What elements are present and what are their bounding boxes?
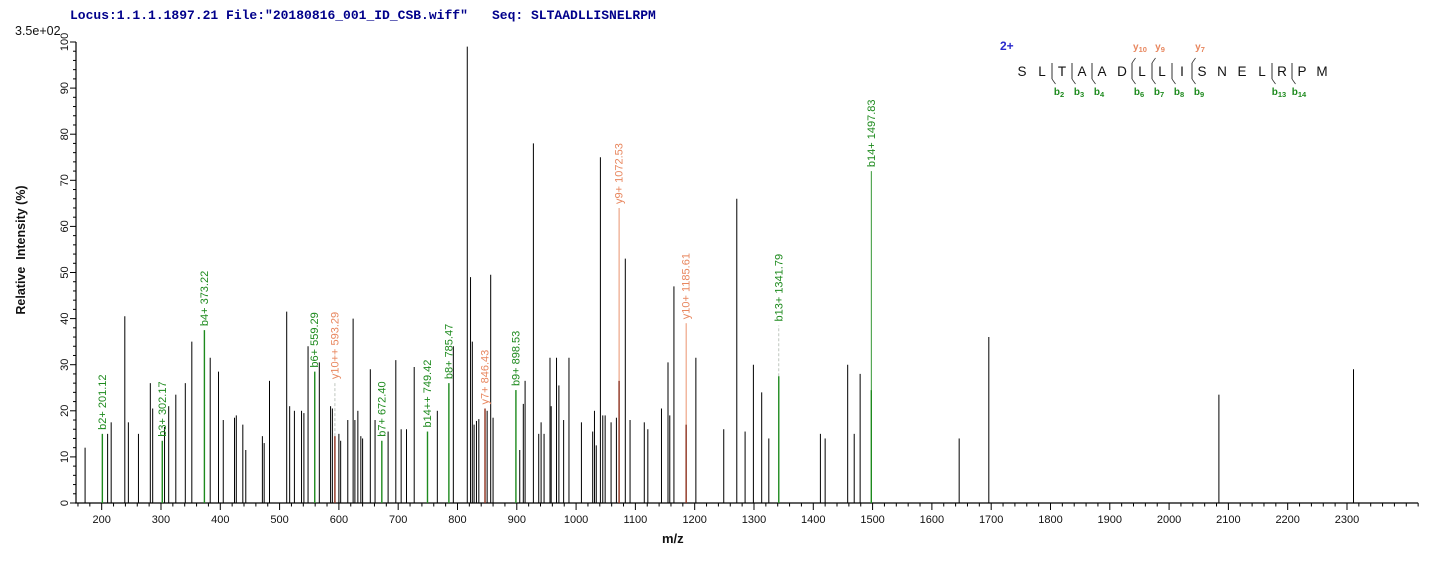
fragment-ion-marker: y7 bbox=[1195, 42, 1205, 54]
y-tick-label: 50 bbox=[59, 266, 71, 278]
x-tick-label: 1700 bbox=[979, 514, 1003, 526]
sequence-residue: L bbox=[1138, 64, 1146, 79]
x-tick-label: 500 bbox=[270, 514, 288, 526]
intensity-scale-note: 3.5e+02 bbox=[15, 24, 61, 38]
ion-peak-label: y7+ 846.43 bbox=[480, 350, 492, 405]
sequence-residue: L bbox=[1258, 64, 1266, 79]
x-axis-title: m/z bbox=[662, 531, 684, 546]
y-tick-label: 70 bbox=[59, 174, 71, 186]
sequence-residue: R bbox=[1277, 64, 1287, 79]
b-ion-hook bbox=[1171, 78, 1176, 85]
x-tick-label: 1800 bbox=[1038, 514, 1062, 526]
x-tick-label: 2000 bbox=[1157, 514, 1181, 526]
fragment-ion-marker: b6 bbox=[1134, 87, 1144, 99]
y-tick-label: 40 bbox=[59, 312, 71, 324]
b-ion-hook bbox=[1291, 78, 1296, 85]
fragment-ion-marker: b4 bbox=[1094, 87, 1105, 99]
ion-peak-label: b4+ 373.22 bbox=[199, 271, 211, 326]
y-tick-label: 20 bbox=[59, 405, 71, 417]
sequence-residue: L bbox=[1038, 64, 1046, 79]
b-ion-hook bbox=[1091, 78, 1096, 85]
fragment-ion-marker: b7 bbox=[1154, 87, 1164, 99]
fragment-ion-marker: b3 bbox=[1074, 87, 1084, 99]
sequence-residue: S bbox=[1017, 64, 1026, 79]
locus-file-header: Locus:1.1.1.1897.21 File:"20180816_001_I… bbox=[70, 8, 468, 23]
ion-peak-label: b14+ 1497.83 bbox=[866, 99, 878, 167]
b-ion-hook bbox=[1051, 78, 1056, 85]
x-tick-label: 2100 bbox=[1216, 514, 1240, 526]
ion-peak-label: b9+ 898.53 bbox=[510, 331, 522, 386]
sequence-residue: A bbox=[1077, 64, 1086, 79]
sequence-residue: N bbox=[1217, 64, 1227, 79]
x-tick-label: 2300 bbox=[1335, 514, 1359, 526]
fragment-ion-marker: b13 bbox=[1272, 87, 1286, 99]
fragment-ion-marker: b8 bbox=[1174, 87, 1184, 99]
b-ion-hook bbox=[1071, 78, 1076, 85]
fragment-ion-marker: b2 bbox=[1054, 87, 1064, 99]
b-ion-hook bbox=[1271, 78, 1276, 85]
ion-peak-label: b3+ 302.17 bbox=[157, 381, 169, 436]
x-tick-label: 1900 bbox=[1098, 514, 1122, 526]
x-tick-label: 1500 bbox=[860, 514, 884, 526]
sequence-residue: M bbox=[1316, 64, 1327, 79]
precursor-charge-label: 2+ bbox=[1000, 39, 1014, 53]
x-tick-label: 400 bbox=[211, 514, 229, 526]
sequence-residue: E bbox=[1237, 64, 1246, 79]
x-tick-label: 1400 bbox=[801, 514, 825, 526]
fragment-ion-marker: y9 bbox=[1155, 42, 1165, 54]
sequence-residue: I bbox=[1180, 64, 1184, 79]
ion-peak-label: b6+ 559.29 bbox=[309, 312, 321, 367]
ion-peak-label: b14++ 749.42 bbox=[422, 360, 434, 428]
y-tick-label: 0 bbox=[59, 500, 71, 506]
x-tick-label: 1200 bbox=[682, 514, 706, 526]
x-tick-label: 800 bbox=[448, 514, 466, 526]
y-tick-label: 80 bbox=[59, 128, 71, 140]
sequence-residue: L bbox=[1158, 64, 1166, 79]
b-ion-hook bbox=[1151, 78, 1156, 85]
y-ion-hook bbox=[1191, 57, 1196, 64]
sequence-residue: S bbox=[1197, 64, 1206, 79]
y-tick-label: 100 bbox=[59, 33, 71, 51]
sequence-residue: P bbox=[1297, 64, 1306, 79]
x-tick-label: 1100 bbox=[624, 514, 648, 526]
ion-peak-label: y10++ 593.29 bbox=[329, 312, 341, 379]
ion-peak-label: b7+ 672.40 bbox=[376, 381, 388, 436]
x-tick-label: 700 bbox=[389, 514, 407, 526]
x-tick-label: 1600 bbox=[920, 514, 944, 526]
y-tick-label: 60 bbox=[59, 220, 71, 232]
b-ion-hook bbox=[1131, 78, 1136, 85]
sequence-header: Seq: SLTAADLLISNELRPM bbox=[492, 8, 656, 23]
ion-peak-label: b13+ 1341.79 bbox=[773, 254, 785, 322]
x-tick-label: 1300 bbox=[742, 514, 766, 526]
y-tick-label: 90 bbox=[59, 82, 71, 94]
x-tick-label: 2200 bbox=[1275, 514, 1299, 526]
y-ion-hook bbox=[1151, 57, 1156, 64]
b-ion-hook bbox=[1191, 78, 1196, 85]
sequence-residue: D bbox=[1117, 64, 1127, 79]
fragment-ion-marker: y10 bbox=[1133, 42, 1147, 54]
ion-peak-label: b8+ 785.47 bbox=[443, 324, 455, 379]
ion-peak-label: y10+ 1185.61 bbox=[681, 253, 693, 319]
ion-peak-label: y9+ 1072.53 bbox=[614, 143, 626, 204]
fragment-ion-marker: b9 bbox=[1194, 87, 1204, 99]
y-tick-label: 30 bbox=[59, 359, 71, 371]
fragment-ion-marker: b14 bbox=[1292, 87, 1307, 99]
x-tick-label: 600 bbox=[330, 514, 348, 526]
y-ion-hook bbox=[1131, 57, 1136, 64]
y-tick-label: 10 bbox=[59, 451, 71, 463]
x-tick-label: 300 bbox=[152, 514, 170, 526]
x-tick-label: 900 bbox=[508, 514, 526, 526]
sequence-residue: A bbox=[1097, 64, 1106, 79]
ion-peak-label: b2+ 201.12 bbox=[97, 374, 109, 429]
x-tick-label: 200 bbox=[93, 514, 111, 526]
x-tick-label: 1000 bbox=[564, 514, 588, 526]
sequence-residue: T bbox=[1058, 64, 1066, 79]
